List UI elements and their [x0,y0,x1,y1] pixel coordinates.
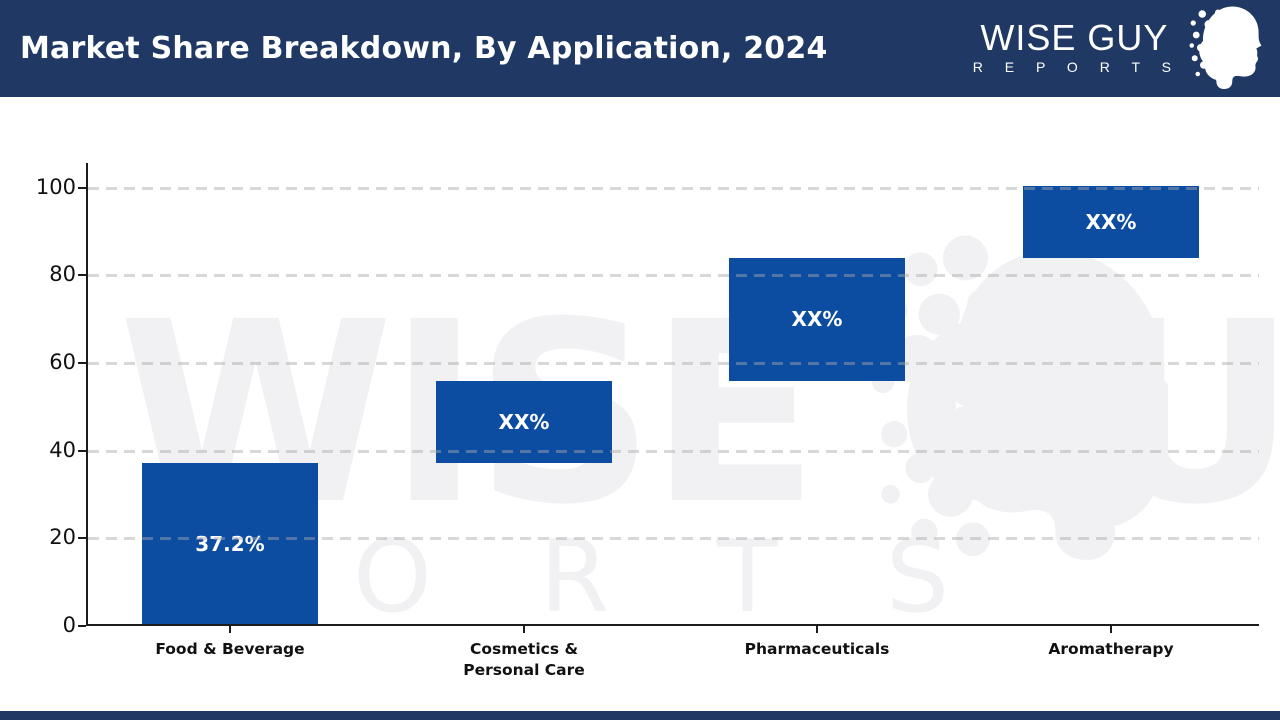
y-axis-tick-label: 100 [35,174,76,199]
gridline-80 [88,274,1259,278]
y-axis-line [86,163,88,626]
x-axis-category-label: Food & Beverage [155,640,305,658]
waterfall-bar-1: 37.2% [142,462,318,626]
x-axis-tick-mark [1110,626,1112,633]
bar-value-label: 37.2% [195,532,265,557]
y-axis-tick-label: 60 [49,349,76,374]
bar-value-label: XX% [791,307,843,332]
wiseguy-logo: WISE GUY R E P O R T S [969,2,1280,96]
y-axis-tick-mark [78,625,86,627]
waterfall-bar-3: XX% [729,257,905,381]
y-axis-tick-label: 0 [62,613,76,637]
logo-brand-subtitle: R E P O R T S [972,59,1180,76]
chart-title: Market Share Breakdown, By Application, … [20,31,828,66]
header-bar: Market Share Breakdown, By Application, … [0,0,1280,97]
x-axis-category-label: Pharmaceuticals [744,640,890,658]
y-axis-tick-mark [78,449,86,452]
y-axis-tick-mark [78,186,86,189]
bar-value-label: XX% [498,409,550,434]
y-axis-tick-mark [78,274,86,277]
wiseguy-logo-text: WISE GUY R E P O R T S [969,20,1180,76]
gridline-60 [88,361,1259,365]
y-axis-tick-mark [78,537,86,540]
x-axis-tick-mark [816,626,818,633]
bar-value-label: XX% [1085,209,1137,234]
x-axis-tick-mark [523,626,525,633]
x-axis-line [86,624,1259,626]
x-axis-tick-mark [229,626,231,633]
y-axis-tick-label: 80 [49,262,76,287]
gridline-100 [88,186,1259,190]
footer-bar [0,711,1280,720]
x-axis-category-label: Cosmetics & Personal Care [463,640,585,679]
waterfall-bar-4: XX% [1023,186,1199,258]
y-axis-tick-label: 20 [49,525,76,550]
x-axis-category-label: Aromatherapy [1048,640,1174,658]
gridline-20 [88,537,1259,541]
gridline-40 [88,449,1259,453]
y-axis-tick-label: 40 [49,437,76,462]
logo-brand-name: WISE GUY [980,17,1169,59]
waterfall-bar-2: XX% [436,380,612,463]
head-profile-icon [1184,2,1270,96]
y-axis-tick-mark [78,361,86,364]
